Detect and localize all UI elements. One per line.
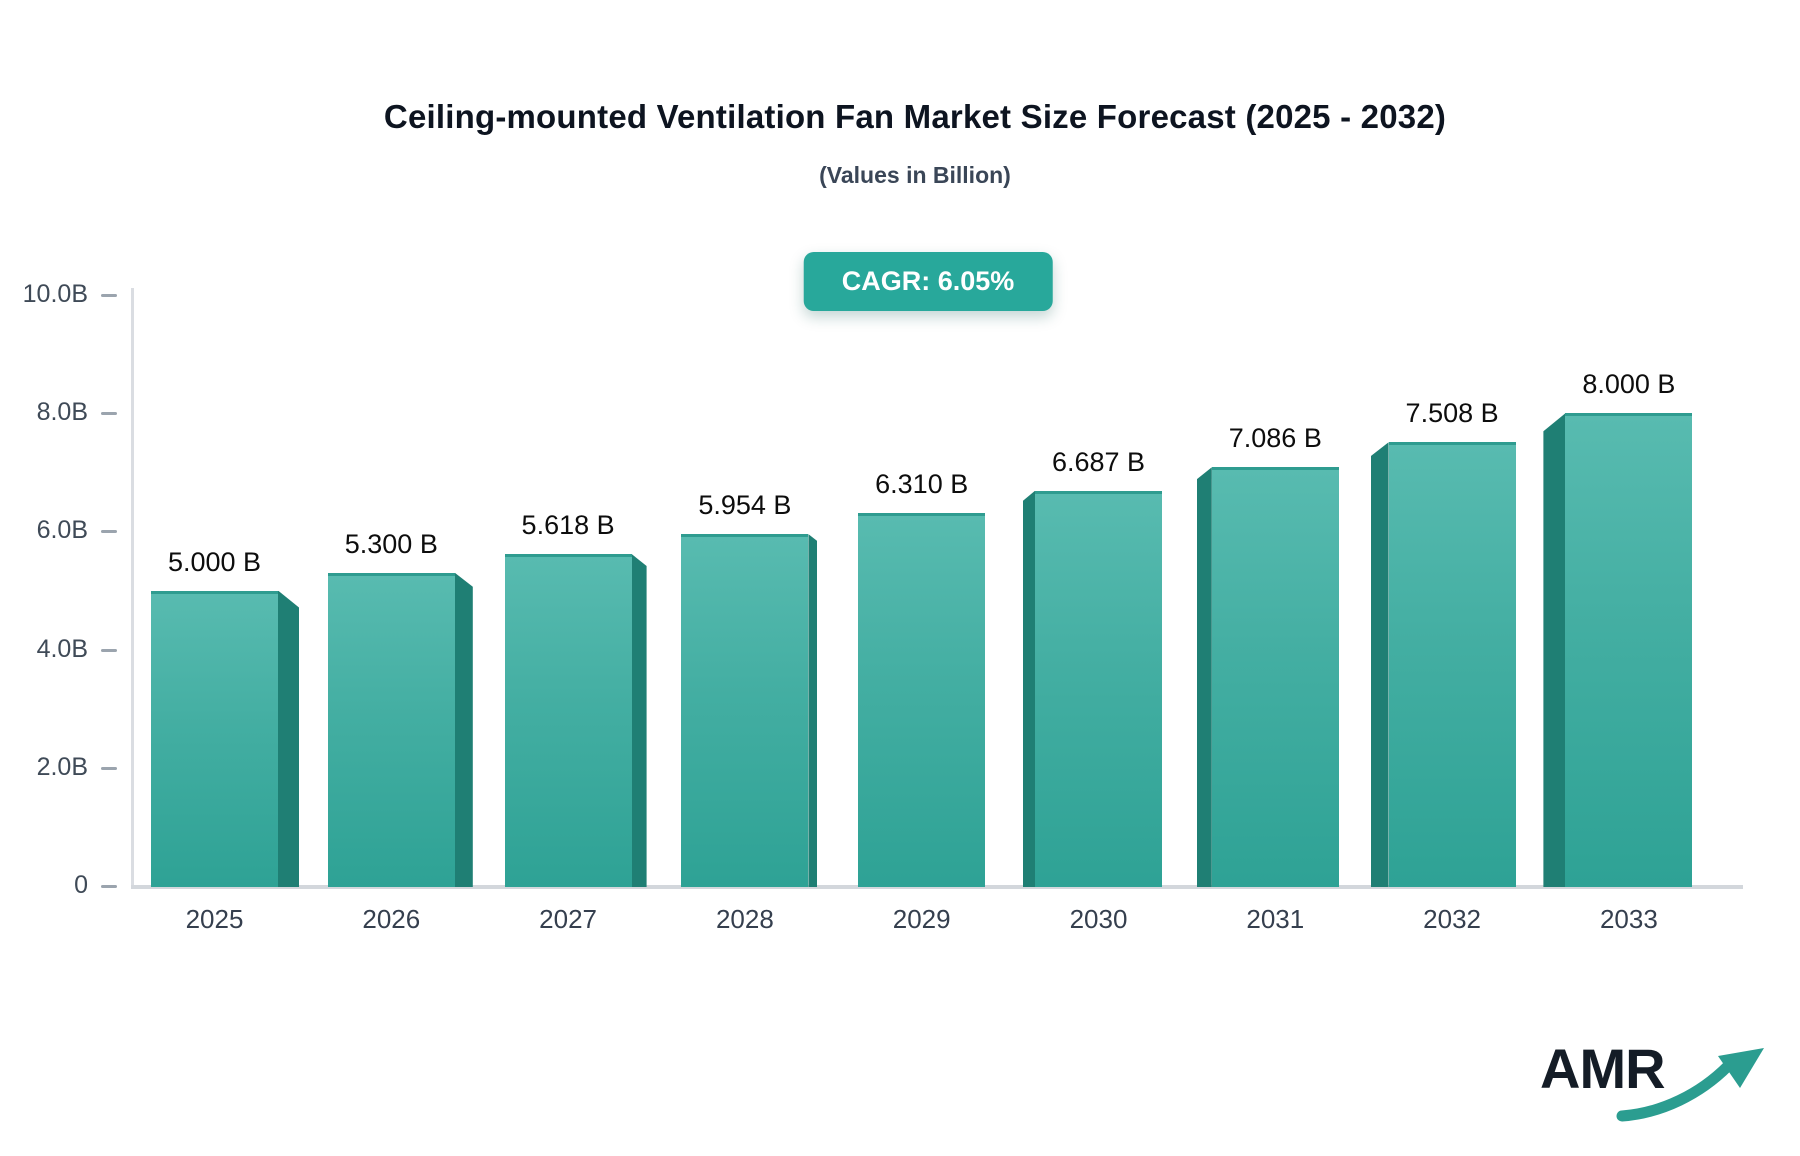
bar-2027[interactable]: 5.618 B 2027 [504, 510, 647, 934]
cagr-badge: CAGR: 6.05% [803, 252, 1053, 311]
y-tick-mark [101, 648, 117, 652]
y-tick-mark [101, 766, 117, 770]
y-tick-label-4.0B: 4.0B [36, 634, 88, 663]
y-tick-label-2.0B: 2.0B [36, 752, 88, 781]
bar-value-label-2028: 5.954 B [698, 490, 792, 521]
y-tick-mark [101, 412, 117, 416]
bar-value-label-2025: 5.000 B [167, 546, 262, 577]
bar-side-2028 [808, 534, 818, 887]
y-tick-label-6.0B: 6.0B [36, 516, 88, 545]
bar-value-label-2033: 8.000 B [1582, 369, 1676, 400]
x-axis-label-2026: 2026 [362, 903, 421, 934]
bar-side-2032 [1370, 442, 1389, 887]
y-tick-mark [101, 294, 117, 297]
bar-face-2025 [151, 590, 278, 887]
bar-value-label-2029: 6.310 B [875, 469, 969, 500]
y-tick-label-8.0B: 8.0B [36, 398, 88, 427]
y-tick-label-10.0B: 10.0B [22, 280, 88, 308]
bar-2028[interactable]: 5.954 B 2028 [681, 490, 818, 934]
x-axis-label-2033: 2033 [1599, 903, 1658, 934]
bar-side-2027 [631, 553, 647, 887]
bar-face-2030 [1035, 490, 1162, 887]
x-axis-label-2029: 2029 [892, 903, 951, 934]
bar-side-2030 [1023, 490, 1035, 887]
x-axis-line [131, 885, 1743, 889]
chart-title: Ceiling-mounted Ventilation Fan Market S… [383, 98, 1447, 135]
x-axis-label-2031: 2031 [1246, 903, 1305, 934]
bar-2029[interactable]: 6.310 B 2029 [858, 469, 986, 934]
bar-side-2025 [278, 590, 299, 887]
bar-side-2033 [1543, 413, 1566, 887]
bar-face-2031 [1211, 467, 1339, 887]
y-axis-line [131, 288, 134, 888]
y-tick-mark [101, 885, 117, 888]
x-axis-label-2030: 2030 [1069, 903, 1128, 934]
bar-value-label-2027: 5.618 B [521, 509, 615, 540]
bar-2033[interactable]: 8.000 B 2033 [1543, 369, 1693, 934]
bar-2026[interactable]: 5.300 B 2026 [327, 529, 473, 934]
trend-arrow-icon [1616, 1048, 1764, 1122]
x-axis-label-2027: 2027 [539, 903, 598, 934]
bar-2032[interactable]: 7.508 B 2032 [1370, 398, 1516, 934]
bar-face-2033 [1565, 413, 1693, 887]
x-axis-label-2032: 2032 [1423, 903, 1482, 934]
bar-face-2028 [681, 534, 809, 887]
bar-value-label-2031: 7.086 B [1228, 423, 1322, 454]
bar-face-2027 [504, 553, 632, 887]
bar-2030[interactable]: 6.687 B 2030 [1023, 447, 1162, 934]
bar-side-2031 [1196, 467, 1212, 887]
x-axis-label-2028: 2028 [715, 903, 774, 934]
brand-logo: AMR [1540, 1036, 1770, 1126]
bar-value-label-2032: 7.508 B [1405, 398, 1499, 429]
y-tick-label-0: 0 [74, 871, 88, 899]
bar-value-label-2030: 6.687 B [1051, 446, 1146, 477]
bar-face-2029 [858, 513, 986, 887]
y-tick-mark [101, 530, 117, 534]
bar-2025[interactable]: 5.000 B 2025 [151, 547, 299, 934]
bar-face-2026 [327, 572, 455, 887]
x-axis-label-2025: 2025 [185, 904, 244, 934]
bar-face-2032 [1388, 442, 1516, 887]
bar-2031[interactable]: 7.086 B 2031 [1196, 423, 1339, 934]
bar-side-2026 [454, 572, 473, 887]
chart-subtitle: (Values in Billion) [819, 162, 1011, 188]
bar-value-label-2026: 5.300 B [344, 528, 438, 559]
brand-logo-text: AMR [1540, 1037, 1666, 1100]
